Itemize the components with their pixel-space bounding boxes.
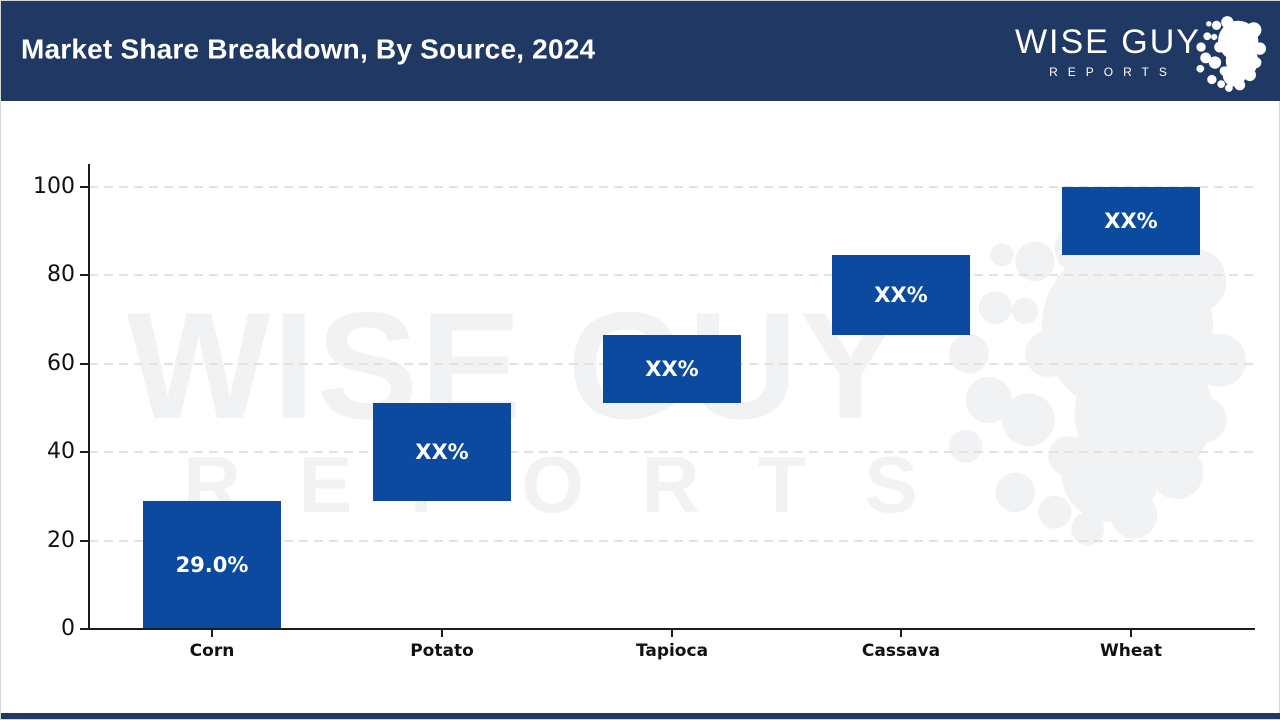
gridline-40 xyxy=(89,451,1255,453)
x-category-label-potato: Potato xyxy=(410,641,474,661)
gridline-80 xyxy=(89,274,1255,276)
bar-corn: 29.0% xyxy=(143,500,281,629)
gridline-100 xyxy=(89,185,1255,188)
x-tick-mark xyxy=(671,630,673,637)
y-tick-label: 60 xyxy=(47,350,75,376)
x-category-label-tapioca: Tapioca xyxy=(635,641,709,661)
logo-wiseguy-label: WISE GUY xyxy=(1014,23,1201,61)
bar-cassava: XX% xyxy=(832,255,970,335)
bar-value-label: XX% xyxy=(415,439,469,464)
bar-potato: XX% xyxy=(373,403,511,501)
x-category-label-cassava: Cassava xyxy=(861,641,941,661)
watermark-reports-text: REPORTS xyxy=(183,440,976,529)
bar-value-label: 29.0% xyxy=(175,552,249,577)
bar-wheat: XX% xyxy=(1062,186,1200,256)
x-tick-mark xyxy=(900,630,902,637)
y-tick-label: 40 xyxy=(47,439,75,464)
y-tick-mark xyxy=(80,274,88,276)
y-tick-mark xyxy=(80,362,88,365)
x-category-label-wheat: Wheat xyxy=(1100,641,1162,661)
bar-value-label: XX% xyxy=(874,282,928,307)
y-tick-label: 100 xyxy=(33,173,75,199)
gridline-20 xyxy=(89,539,1255,542)
x-tick-mark xyxy=(441,630,443,637)
y-tick-label: 80 xyxy=(47,262,75,287)
x-axis-line xyxy=(88,628,1255,630)
bar-tapioca: XX% xyxy=(603,334,741,404)
footer-accent-strip xyxy=(1,713,1280,719)
logo-text: WISE GUY REPORTS xyxy=(1015,23,1201,79)
watermark-wiseguy-text: WISE GUY xyxy=(127,281,904,451)
wise-guy-reports-logo: WISE GUY REPORTS xyxy=(1007,9,1267,97)
watermark-dotted-head-graphic xyxy=(949,221,1247,546)
logo-reports-label: REPORTS xyxy=(1049,65,1177,79)
y-axis-line xyxy=(88,164,90,629)
y-tick-mark xyxy=(80,185,88,188)
x-tick-mark xyxy=(211,630,213,637)
y-tick-mark xyxy=(80,451,88,453)
page-title: Market Share Breakdown, By Source, 2024 xyxy=(21,33,596,65)
logo-dotted-head-icon xyxy=(1196,16,1267,92)
y-tick-label: 0 xyxy=(61,616,75,641)
x-tick-mark xyxy=(1130,630,1132,637)
x-category-label-corn: Corn xyxy=(189,641,235,661)
y-tick-mark xyxy=(80,539,88,542)
header-bar: Market Share Breakdown, By Source, 2024 … xyxy=(1,1,1280,101)
bar-value-label: XX% xyxy=(645,357,699,382)
bar-value-label: XX% xyxy=(1104,208,1158,233)
y-tick-label: 20 xyxy=(47,527,75,553)
y-tick-mark xyxy=(80,628,88,630)
